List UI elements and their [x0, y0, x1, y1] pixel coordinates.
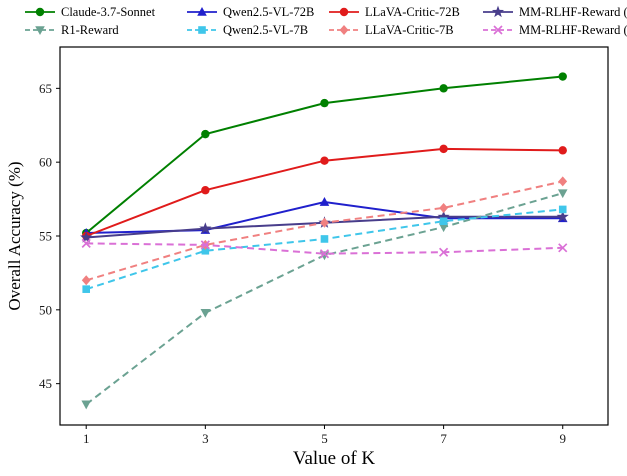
x-tick-label: 3: [202, 431, 209, 446]
legend-label: LLaVA-Critic-7B: [365, 23, 454, 37]
legend-marker-circle-icon: [25, 7, 55, 17]
y-tick-label: 45: [39, 376, 52, 391]
legend-marker-x-icon: [483, 25, 513, 35]
x-tick-label: 7: [440, 431, 447, 446]
legend-marker-star-icon: [483, 5, 513, 18]
x-tick-label: 5: [321, 431, 328, 446]
legend-label: Qwen2.5-VL-7B: [223, 23, 309, 37]
legend-label: MM-RLHF-Reward (Vote): [519, 23, 627, 37]
legend-item: MM-RLHF-Reward (Vote): [482, 23, 627, 37]
legend-item: LLaVA-Critic-72B: [328, 5, 480, 19]
legend-label: LLaVA-Critic-72B: [365, 5, 460, 19]
legend-item: Claude-3.7-Sonnet: [24, 5, 184, 19]
legend-marker-diamond-icon: [329, 25, 359, 35]
y-tick-label: 50: [39, 302, 52, 317]
y-tick-label: 55: [39, 229, 52, 244]
axis-tick-labels: 1 3 5 7 9 45 50 55 60 65: [39, 81, 566, 446]
legend-marker-square-icon: [187, 26, 217, 34]
plot-area-border: [59, 46, 609, 426]
legend: Claude-3.7-Sonnet Qwen2.5-VL-72B LLaVA-Cri…: [24, 5, 627, 37]
legend-item: LLaVA-Critic-7B: [328, 23, 480, 37]
legend-item: Qwen2.5-VL-7B: [186, 23, 326, 37]
legend-item: R1-Reward: [24, 23, 184, 37]
legend-label: Claude-3.7-Sonnet: [61, 5, 156, 19]
series-mm-rlhf-reward-vote: [81, 238, 568, 259]
legend-label: R1-Reward: [61, 23, 119, 37]
legend-label: Qwen2.5-VL-72B: [223, 5, 315, 19]
y-tick-label: 60: [39, 155, 52, 170]
legend-marker-triangle-up-icon: [187, 7, 217, 16]
x-tick-label: 1: [83, 431, 90, 446]
y-axis-label: Overall Accuracy (%): [5, 161, 24, 310]
series-qwen2-5-vl-7b: [82, 205, 567, 293]
legend-label: MM-RLHF-Reward (Score): [519, 5, 627, 19]
legend-marker-circle-icon: [329, 7, 359, 17]
legend-item: MM-RLHF-Reward (Score): [482, 5, 627, 19]
legend-marker-triangle-down-icon: [25, 26, 55, 35]
legend-item: Qwen2.5-VL-72B: [186, 5, 326, 19]
series-claude-3-7-sonnet: [82, 72, 567, 238]
x-tick-label: 9: [559, 431, 566, 446]
y-tick-label: 65: [39, 81, 52, 96]
series-lines: [80, 72, 569, 410]
axis-ticks: [56, 87, 564, 429]
x-axis-label: Value of K: [293, 448, 376, 469]
